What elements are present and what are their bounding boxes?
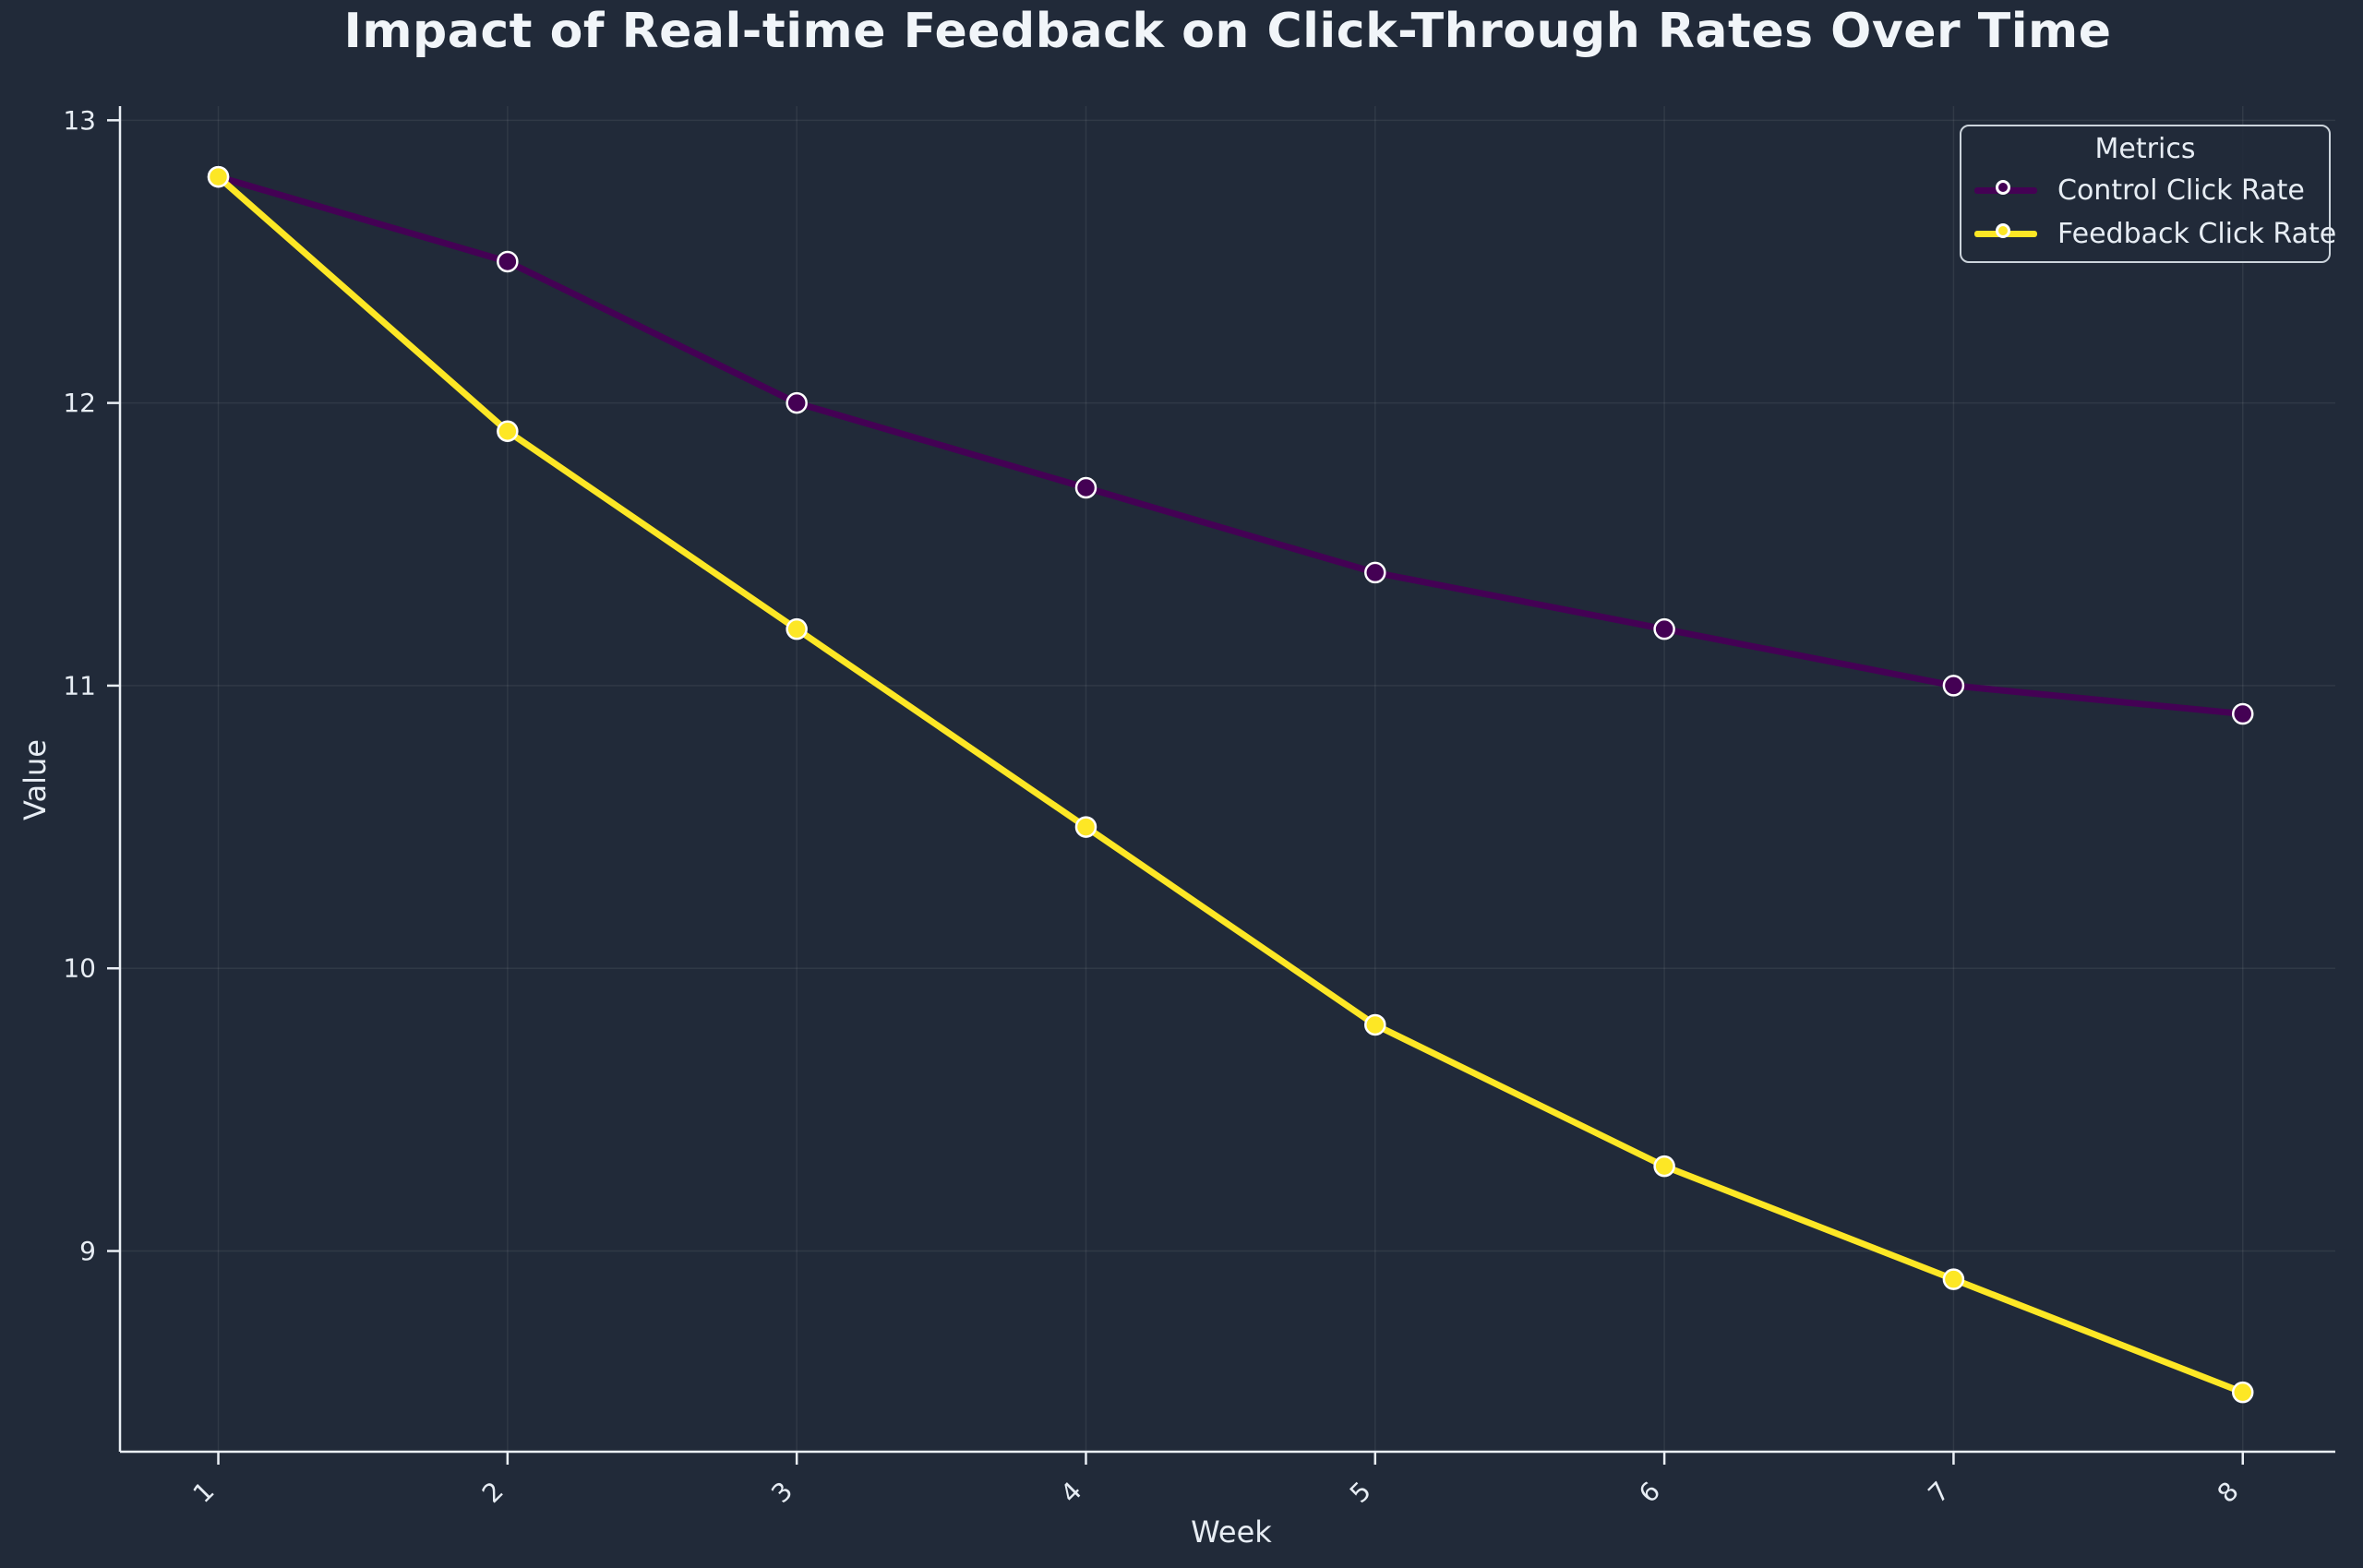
- chart-title: Impact of Real-time Feedback on Click-Th…: [343, 4, 2112, 59]
- data-point-marker: [2231, 702, 2254, 725]
- x-tick-label: 1: [187, 1476, 221, 1509]
- legend-item-feedback: Feedback Click Rate: [1974, 213, 2336, 254]
- x-tick-label: 7: [1922, 1476, 1955, 1509]
- control-swatch: [1974, 179, 2037, 201]
- data-point-marker: [1364, 561, 1386, 584]
- x-axis-label: Week: [1191, 1514, 1272, 1550]
- y-tick-label: 13: [63, 105, 96, 136]
- x-tick-label: 3: [765, 1476, 798, 1509]
- series-line-0: [215, 174, 2247, 718]
- control-marker-icon: [1996, 180, 2010, 195]
- y-axis-label: Value: [18, 739, 53, 820]
- x-tick-label: 2: [476, 1476, 510, 1509]
- x-tick-label: 6: [1633, 1476, 1666, 1509]
- legend: Metrics Control Click Rate Feedback Clic…: [1960, 125, 2336, 263]
- series-line-1: [215, 174, 2247, 1396]
- data-point-marker: [207, 165, 230, 188]
- data-point-marker: [497, 250, 519, 273]
- data-point-marker: [1653, 617, 1675, 640]
- data-point-marker: [786, 617, 808, 640]
- y-tick-label: 12: [63, 388, 96, 418]
- legend-item-control: Control Click Rate: [1974, 170, 2316, 210]
- x-tick-label: 5: [1344, 1476, 1377, 1509]
- data-point-marker: [1364, 1013, 1386, 1036]
- y-tick-label: 9: [79, 1236, 96, 1266]
- x-tick-label: 8: [2212, 1476, 2245, 1509]
- y-tick-label: 10: [63, 953, 96, 984]
- data-point-marker: [2231, 1381, 2254, 1404]
- legend-title: Metrics: [2094, 133, 2196, 165]
- legend-label-control: Control Click Rate: [2057, 174, 2305, 207]
- data-point-marker: [786, 391, 808, 414]
- x-tick-label: 4: [1055, 1476, 1088, 1509]
- data-point-marker: [1653, 1155, 1675, 1178]
- feedback-swatch: [1974, 222, 2037, 245]
- y-tick-label: 11: [63, 670, 96, 700]
- feedback-marker-icon: [1996, 223, 2010, 238]
- data-point-marker: [1074, 476, 1098, 499]
- data-point-marker: [1074, 816, 1098, 838]
- data-point-marker: [497, 420, 519, 442]
- legend-label-feedback: Feedback Click Rate: [2057, 217, 2337, 250]
- data-point-marker: [1942, 675, 1965, 697]
- data-point-marker: [1942, 1268, 1965, 1290]
